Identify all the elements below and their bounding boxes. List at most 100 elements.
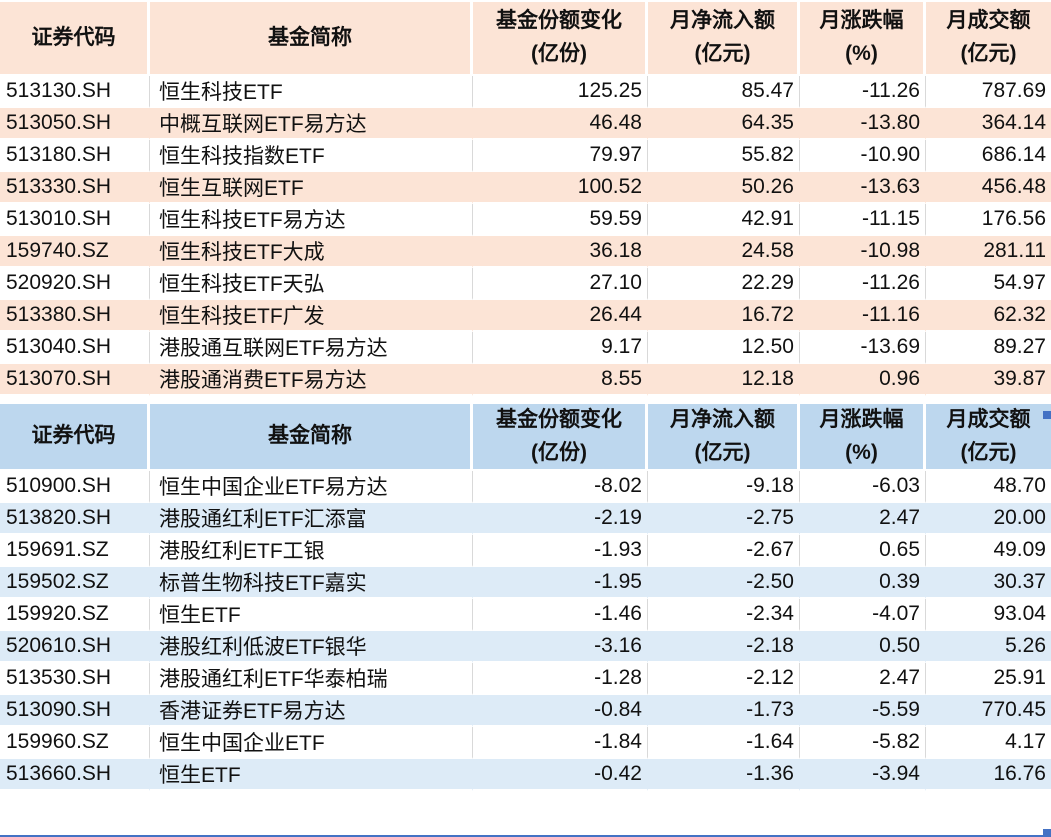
cell-name[interactable]: 恒生科技ETF天弘 bbox=[150, 268, 473, 300]
cell-code[interactable]: 513090.SH bbox=[0, 695, 150, 728]
cell-code[interactable]: 159920.SZ bbox=[0, 599, 150, 632]
cell-share_chg[interactable]: -1.28 bbox=[473, 663, 648, 696]
cell-name[interactable]: 港股通消费ETF易方达 bbox=[150, 364, 473, 396]
cell-code[interactable]: 510900.SH bbox=[0, 471, 150, 504]
cell-inflow[interactable]: -9.18 bbox=[648, 471, 800, 504]
column-header-name[interactable]: 基金简称 bbox=[150, 2, 473, 76]
cell-inflow[interactable]: -1.36 bbox=[648, 759, 800, 792]
cell-share_chg[interactable]: -0.84 bbox=[473, 695, 648, 728]
cell-turnover[interactable]: 54.97 bbox=[926, 268, 1051, 300]
cell-inflow[interactable]: 85.47 bbox=[648, 76, 800, 108]
cell-pct[interactable]: -6.03 bbox=[800, 471, 926, 504]
cell-inflow[interactable]: 42.91 bbox=[648, 204, 800, 236]
cell-pct[interactable]: -3.94 bbox=[800, 759, 926, 792]
cell-turnover[interactable]: 39.87 bbox=[926, 364, 1051, 396]
selection-fill-handle[interactable] bbox=[1043, 829, 1051, 837]
cell-code[interactable]: 513070.SH bbox=[0, 364, 150, 396]
selection-fill-handle[interactable] bbox=[1043, 411, 1051, 419]
column-header-inflow[interactable]: 月净流入额 (亿元) bbox=[648, 2, 800, 76]
cell-turnover[interactable]: 770.45 bbox=[926, 695, 1051, 728]
cell-pct[interactable]: -13.69 bbox=[800, 332, 926, 364]
cell-name[interactable]: 港股通红利ETF华泰柏瑞 bbox=[150, 663, 473, 696]
cell-turnover[interactable]: 176.56 bbox=[926, 204, 1051, 236]
cell-share_chg[interactable]: 9.17 bbox=[473, 332, 648, 364]
cell-pct[interactable]: 0.65 bbox=[800, 535, 926, 568]
cell-name[interactable]: 恒生科技ETF bbox=[150, 76, 473, 108]
cell-inflow[interactable]: 55.82 bbox=[648, 140, 800, 172]
cell-share_chg[interactable]: -1.93 bbox=[473, 535, 648, 568]
cell-code[interactable]: 513820.SH bbox=[0, 503, 150, 536]
cell-inflow[interactable]: -2.67 bbox=[648, 535, 800, 568]
cell-share_chg[interactable]: -1.95 bbox=[473, 567, 648, 600]
cell-code[interactable]: 159740.SZ bbox=[0, 236, 150, 268]
cell-name[interactable]: 港股红利低波ETF银华 bbox=[150, 631, 473, 664]
column-header-pct[interactable]: 月涨跌幅 (%) bbox=[800, 2, 926, 76]
cell-name[interactable]: 标普生物科技ETF嘉实 bbox=[150, 567, 473, 600]
cell-pct[interactable]: -11.26 bbox=[800, 268, 926, 300]
cell-turnover[interactable]: 25.91 bbox=[926, 663, 1051, 696]
cell-pct[interactable]: -5.82 bbox=[800, 727, 926, 760]
cell-turnover[interactable]: 89.27 bbox=[926, 332, 1051, 364]
cell-share_chg[interactable]: -1.46 bbox=[473, 599, 648, 632]
cell-pct[interactable]: -11.16 bbox=[800, 300, 926, 332]
cell-code[interactable]: 513010.SH bbox=[0, 204, 150, 236]
cell-share_chg[interactable]: -1.84 bbox=[473, 727, 648, 760]
column-header-inflow[interactable]: 月净流入额 (亿元) bbox=[648, 404, 800, 472]
cell-inflow[interactable]: -2.50 bbox=[648, 567, 800, 600]
cell-code[interactable]: 513180.SH bbox=[0, 140, 150, 172]
cell-share_chg[interactable]: 36.18 bbox=[473, 236, 648, 268]
cell-turnover[interactable]: 364.14 bbox=[926, 108, 1051, 140]
cell-pct[interactable]: 2.47 bbox=[800, 663, 926, 696]
cell-pct[interactable]: 0.39 bbox=[800, 567, 926, 600]
cell-share_chg[interactable]: 79.97 bbox=[473, 140, 648, 172]
column-header-name[interactable]: 基金简称 bbox=[150, 404, 473, 472]
cell-name[interactable]: 恒生ETF bbox=[150, 759, 473, 792]
cell-code[interactable]: 520610.SH bbox=[0, 631, 150, 664]
cell-pct[interactable]: -11.15 bbox=[800, 204, 926, 236]
cell-inflow[interactable]: -2.34 bbox=[648, 599, 800, 632]
cell-turnover[interactable]: 281.11 bbox=[926, 236, 1051, 268]
cell-code[interactable]: 513330.SH bbox=[0, 172, 150, 204]
cell-inflow[interactable]: -2.75 bbox=[648, 503, 800, 536]
cell-share_chg[interactable]: 8.55 bbox=[473, 364, 648, 396]
column-header-turnover[interactable]: 月成交额 (亿元) bbox=[926, 2, 1051, 76]
cell-pct[interactable]: 0.96 bbox=[800, 364, 926, 396]
cell-code[interactable]: 520920.SH bbox=[0, 268, 150, 300]
cell-name[interactable]: 港股通互联网ETF易方达 bbox=[150, 332, 473, 364]
cell-pct[interactable]: -13.63 bbox=[800, 172, 926, 204]
cell-share_chg[interactable]: -2.19 bbox=[473, 503, 648, 536]
cell-inflow[interactable]: 50.26 bbox=[648, 172, 800, 204]
cell-code[interactable]: 513530.SH bbox=[0, 663, 150, 696]
cell-turnover[interactable]: 48.70 bbox=[926, 471, 1051, 504]
column-header-pct[interactable]: 月涨跌幅 (%) bbox=[800, 404, 926, 472]
cell-code[interactable]: 159502.SZ bbox=[0, 567, 150, 600]
cell-turnover[interactable]: 93.04 bbox=[926, 599, 1051, 632]
cell-share_chg[interactable]: 26.44 bbox=[473, 300, 648, 332]
cell-code[interactable]: 513660.SH bbox=[0, 759, 150, 792]
cell-name[interactable]: 港股通红利ETF汇添富 bbox=[150, 503, 473, 536]
cell-inflow[interactable]: 12.18 bbox=[648, 364, 800, 396]
cell-name[interactable]: 恒生中国企业ETF易方达 bbox=[150, 471, 473, 504]
cell-turnover[interactable]: 5.26 bbox=[926, 631, 1051, 664]
cell-turnover[interactable]: 30.37 bbox=[926, 567, 1051, 600]
cell-pct[interactable]: 0.50 bbox=[800, 631, 926, 664]
cell-share_chg[interactable]: 46.48 bbox=[473, 108, 648, 140]
cell-pct[interactable]: -4.07 bbox=[800, 599, 926, 632]
cell-name[interactable]: 港股红利ETF工银 bbox=[150, 535, 473, 568]
cell-name[interactable]: 恒生科技指数ETF bbox=[150, 140, 473, 172]
cell-turnover[interactable]: 49.09 bbox=[926, 535, 1051, 568]
cell-turnover[interactable]: 686.14 bbox=[926, 140, 1051, 172]
cell-pct[interactable]: -11.26 bbox=[800, 76, 926, 108]
cell-inflow[interactable]: 16.72 bbox=[648, 300, 800, 332]
cell-name[interactable]: 恒生科技ETF广发 bbox=[150, 300, 473, 332]
cell-code[interactable]: 513040.SH bbox=[0, 332, 150, 364]
cell-pct[interactable]: -10.98 bbox=[800, 236, 926, 268]
column-header-code[interactable]: 证券代码 bbox=[0, 404, 150, 472]
column-header-share_chg[interactable]: 基金份额变化 (亿份) bbox=[473, 2, 648, 76]
cell-code[interactable]: 159691.SZ bbox=[0, 535, 150, 568]
cell-code[interactable]: 513130.SH bbox=[0, 76, 150, 108]
cell-inflow[interactable]: -1.73 bbox=[648, 695, 800, 728]
cell-share_chg[interactable]: 27.10 bbox=[473, 268, 648, 300]
cell-code[interactable]: 159960.SZ bbox=[0, 727, 150, 760]
cell-inflow[interactable]: 24.58 bbox=[648, 236, 800, 268]
